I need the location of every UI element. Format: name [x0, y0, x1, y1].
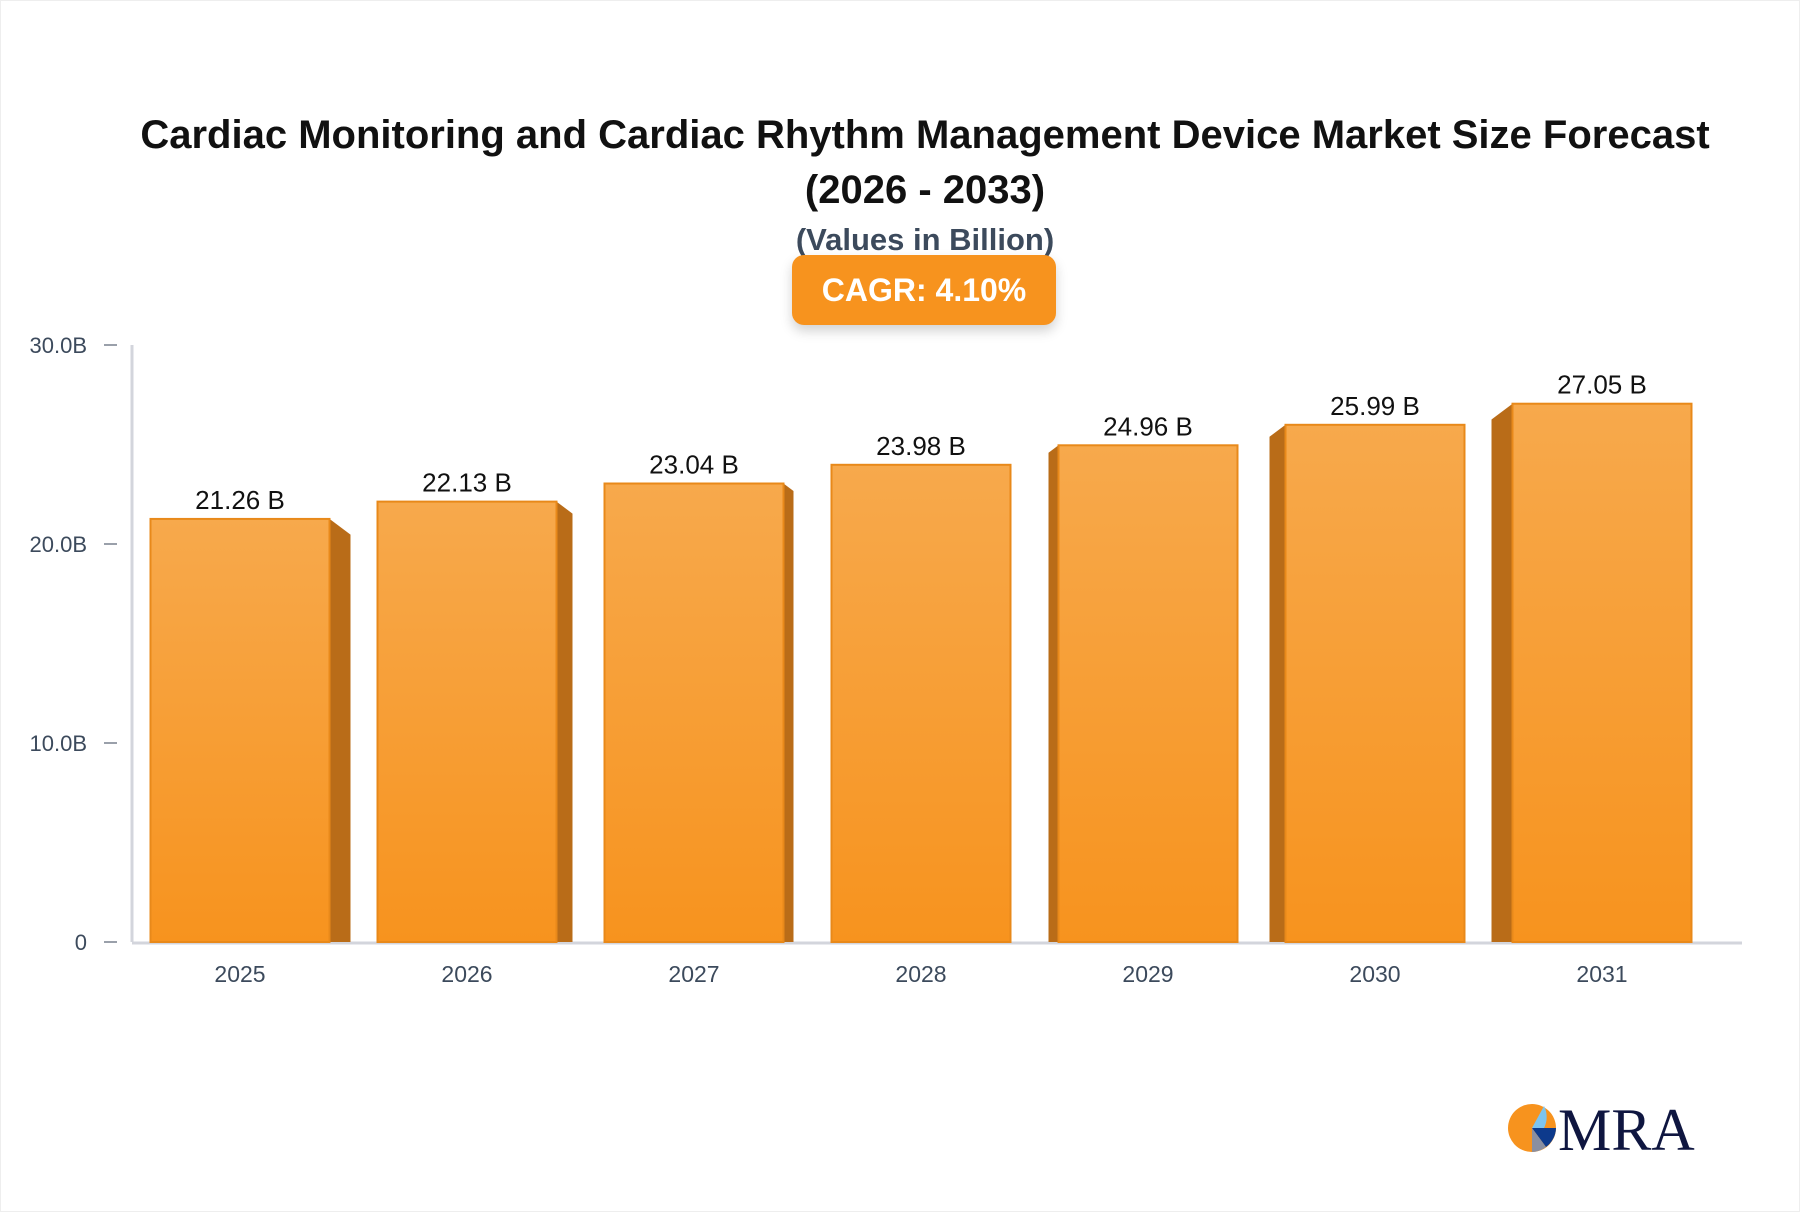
- y-tick-label: 20.0B: [30, 532, 88, 557]
- bar-side-2031: [1491, 403, 1513, 943]
- x-tick-label: 2029: [1122, 961, 1173, 987]
- x-tick-label: 2030: [1349, 961, 1400, 987]
- bar-2030: [1284, 423, 1466, 943]
- data-label-2026: 22.13 B: [422, 468, 512, 498]
- bar-2029: [1057, 444, 1239, 943]
- data-label-2029: 24.96 B: [1103, 411, 1193, 441]
- logo-pie-icon: MRA: [1508, 1098, 1695, 1154]
- bar-side-2026: [556, 501, 573, 942]
- y-tick-label: 10.0B: [30, 731, 88, 756]
- x-tick-label: 2028: [895, 961, 946, 987]
- x-tick-label: 2031: [1576, 961, 1627, 987]
- x-tick-label: 2027: [668, 961, 719, 987]
- x-tick-label: 2025: [214, 961, 265, 987]
- x-tick-label: 2026: [441, 961, 492, 987]
- bar-2027: [603, 482, 785, 943]
- y-tick-label: 30.0B: [30, 333, 88, 358]
- bar-2025: [149, 517, 331, 944]
- chart-subtitle: (Values in Billion): [795, 222, 1055, 257]
- data-label-2028: 23.98 B: [876, 431, 966, 461]
- bar-2026: [376, 500, 558, 943]
- bar-side-2027: [783, 483, 794, 942]
- data-label-2031: 27.05 B: [1557, 370, 1647, 400]
- bar-2031: [1511, 402, 1693, 943]
- bar-2028: [830, 463, 1012, 943]
- bar-side-2030: [1269, 424, 1286, 942]
- bar-side-2029: [1048, 445, 1059, 942]
- chart-title: Cardiac Monitoring and Cardiac Rhythm Ma…: [140, 113, 1710, 212]
- y-tick-label: 0: [75, 930, 87, 955]
- data-label-2025: 21.26 B: [195, 485, 285, 515]
- mra-logo: MRA: [1506, 1098, 1696, 1154]
- cagr-badge: CAGR: 4.10%: [792, 255, 1056, 325]
- logo-text: MRA: [1558, 1098, 1695, 1154]
- data-label-2027: 23.04 B: [649, 450, 739, 480]
- bar-side-2025: [329, 518, 351, 942]
- data-label-2030: 25.99 B: [1330, 391, 1420, 421]
